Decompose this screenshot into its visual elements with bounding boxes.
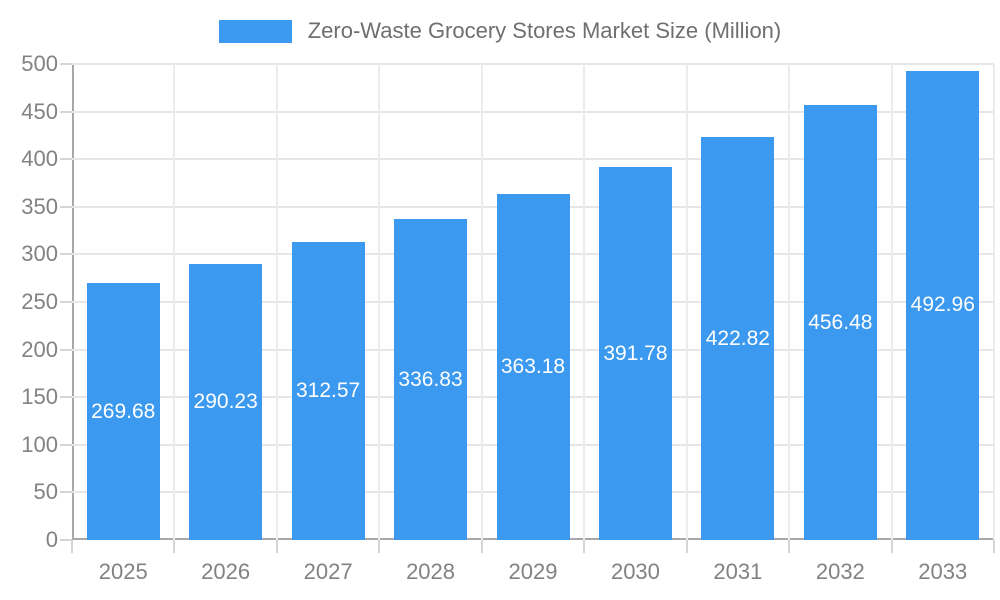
x-tick-label: 2032 <box>815 559 865 584</box>
y-tick <box>60 348 72 351</box>
legend-swatch-icon <box>218 19 292 43</box>
y-tick <box>60 301 72 303</box>
bar-value-label: 492.96 <box>910 293 975 317</box>
y-tick-label: 300 <box>21 241 58 267</box>
y-tick <box>60 63 72 65</box>
gridline-v <box>275 64 278 540</box>
bar: 492.96 <box>906 70 980 540</box>
bar: 363.18 <box>496 194 570 540</box>
y-tick <box>60 205 72 208</box>
x-tick <box>583 540 586 553</box>
y-tick-label: 50 <box>33 479 58 505</box>
y-tick <box>60 443 72 446</box>
x-tick <box>685 540 688 553</box>
bar: 422.82 <box>701 137 775 540</box>
gridline-v <box>173 64 176 540</box>
y-tick <box>60 110 72 113</box>
y-tick <box>60 158 72 161</box>
x-tick-label: 2033 <box>918 559 968 584</box>
bar-value-label: 290.23 <box>193 389 258 413</box>
y-tick <box>60 491 72 494</box>
y-tick-label: 150 <box>21 384 58 410</box>
x-tick <box>993 540 995 553</box>
y-tick-label: 100 <box>21 431 58 457</box>
x-tick <box>378 540 381 553</box>
y-tick <box>60 396 72 399</box>
y-tick-label: 500 <box>21 51 58 76</box>
y-tick-label: 250 <box>21 289 58 314</box>
x-tick-label: 2029 <box>508 559 558 584</box>
y-tick-label: 200 <box>21 336 58 362</box>
x-tick <box>788 540 791 553</box>
bar: 312.57 <box>291 242 365 540</box>
x-tick-label: 2028 <box>406 559 456 584</box>
x-tick-label: 2030 <box>610 559 660 584</box>
y-tick-label: 450 <box>21 98 58 124</box>
x-tick <box>480 540 483 553</box>
x-tick-label: 2027 <box>303 559 353 584</box>
bar-value-label: 269.68 <box>91 399 156 423</box>
x-tick-label: 2031 <box>713 559 763 584</box>
bar-value-label: 422.82 <box>705 326 770 350</box>
bar: 290.23 <box>189 263 263 540</box>
bar-value-label: 363.18 <box>500 355 566 379</box>
x-tick <box>173 540 176 553</box>
bar-value-label: 336.83 <box>398 367 463 391</box>
y-tick <box>60 253 72 256</box>
gridline-h <box>72 158 994 161</box>
x-tick <box>890 540 893 553</box>
gridline-v <box>685 64 688 540</box>
gridline-v <box>480 64 483 540</box>
x-tick-label: 2025 <box>98 559 148 584</box>
bar: 456.48 <box>803 105 877 540</box>
bar: 391.78 <box>598 167 672 540</box>
legend-label: Zero-Waste Grocery Stores Market Size (M… <box>307 18 782 43</box>
bar: 336.83 <box>394 219 468 540</box>
y-tick-label: 400 <box>21 146 58 172</box>
bar-value-label: 312.57 <box>295 379 361 403</box>
y-tick <box>60 539 72 541</box>
bar-value-label: 391.78 <box>603 341 668 365</box>
gridline-v <box>993 64 995 540</box>
bar: 269.68 <box>86 283 160 540</box>
x-tick <box>275 540 278 553</box>
y-tick-label: 350 <box>21 193 58 219</box>
y-tick-label: 0 <box>45 527 58 552</box>
gridline-v <box>788 64 791 540</box>
gridline-v <box>583 64 586 540</box>
gridline-h <box>72 63 994 65</box>
chart-legend: Zero-Waste Grocery Stores Market Size (M… <box>0 16 1000 46</box>
x-tick <box>71 540 73 553</box>
gridline-h <box>72 110 994 113</box>
gridline-v <box>378 64 381 540</box>
gridline-v <box>890 64 893 540</box>
bar-value-label: 456.48 <box>808 310 873 334</box>
x-tick-label: 2026 <box>201 559 251 584</box>
